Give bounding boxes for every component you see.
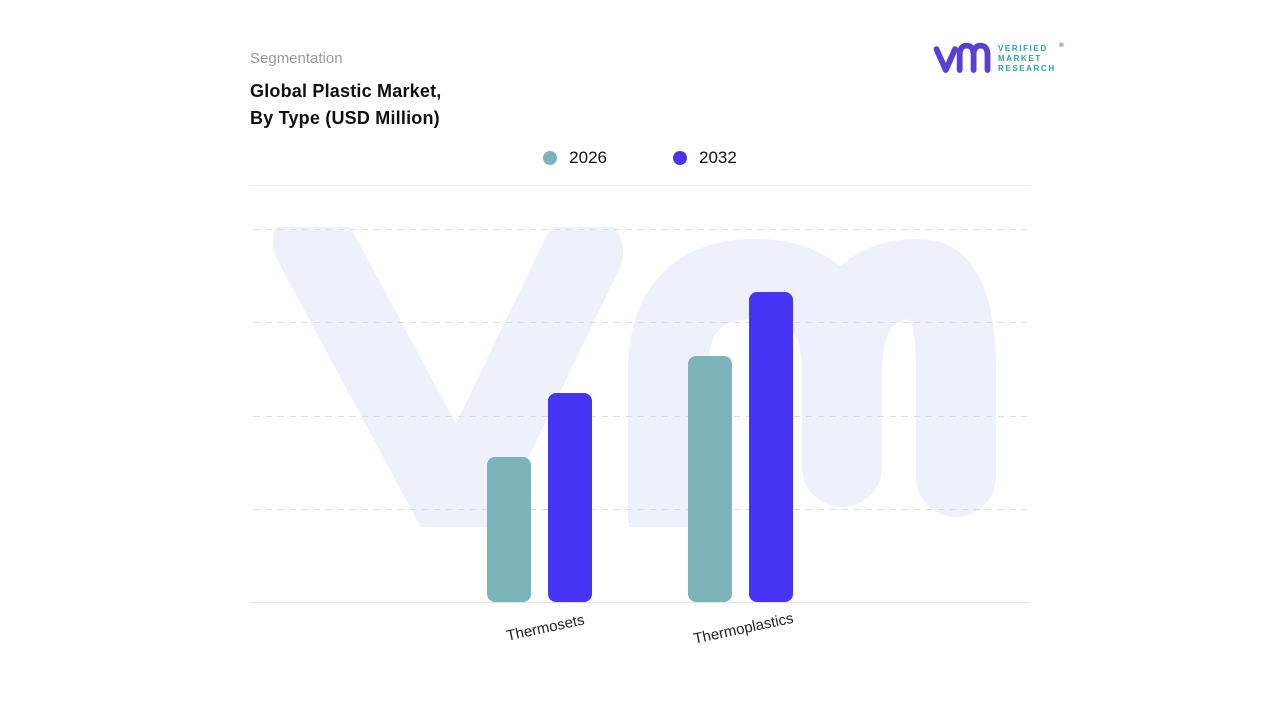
- legend-dot-2026: [543, 151, 558, 165]
- vmr-logo-text: VERIFIED MARKET RESEARCH ®: [998, 43, 1064, 74]
- vmr-logo-line1: VERIFIED: [998, 44, 1048, 53]
- vmr-logo-line3: RESEARCH: [998, 64, 1056, 73]
- legend-label: 2026: [569, 148, 607, 167]
- bar-2032-thermoplastics: [749, 292, 793, 602]
- eyebrow-label: Segmentation: [250, 50, 343, 67]
- gridline-50: [254, 415, 1026, 417]
- legend-label: 2032: [699, 148, 737, 167]
- chart-title-line1: Global Plastic Market,: [250, 81, 442, 101]
- bar-2032-thermosets: [548, 393, 592, 602]
- x-axis-line: [250, 602, 1030, 603]
- legend-dot-2032: [673, 151, 687, 165]
- legend-item-2032: 2032: [673, 148, 737, 168]
- vm-watermark-icon: [273, 227, 996, 527]
- chart-title-line2: By Type (USD Million): [250, 108, 440, 128]
- chart-title: Global Plastic Market, By Type (USD Mill…: [250, 78, 441, 132]
- bar-2026-thermoplastics: [688, 355, 732, 602]
- x-axis-label-thermoplastics: Thermoplastics: [692, 609, 796, 648]
- gridline-75: [254, 322, 1026, 324]
- gridline-25: [254, 508, 1026, 510]
- legend-divider-line: [250, 185, 1030, 186]
- bar-chart: Thermosets Thermoplastics: [250, 185, 1030, 648]
- bar-2026-thermosets: [487, 456, 531, 602]
- vmr-logo: VERIFIED MARKET RESEARCH ®: [933, 40, 1064, 78]
- bar-group-thermoplastics: [688, 292, 793, 602]
- chart-legend: 2026 2032: [250, 148, 1030, 168]
- gridline-100: [254, 229, 1026, 230]
- registered-trademark: ®: [1059, 43, 1064, 49]
- chart-header: Segmentation Global Plastic Market, By T…: [250, 50, 441, 132]
- x-axis-label-thermosets: Thermosets: [505, 611, 587, 645]
- legend-item-2026: 2026: [543, 148, 607, 168]
- bar-group-thermosets: [487, 393, 592, 602]
- vmr-logo-line2: MARKET: [998, 54, 1042, 63]
- vmr-logo-icon: [933, 42, 991, 73]
